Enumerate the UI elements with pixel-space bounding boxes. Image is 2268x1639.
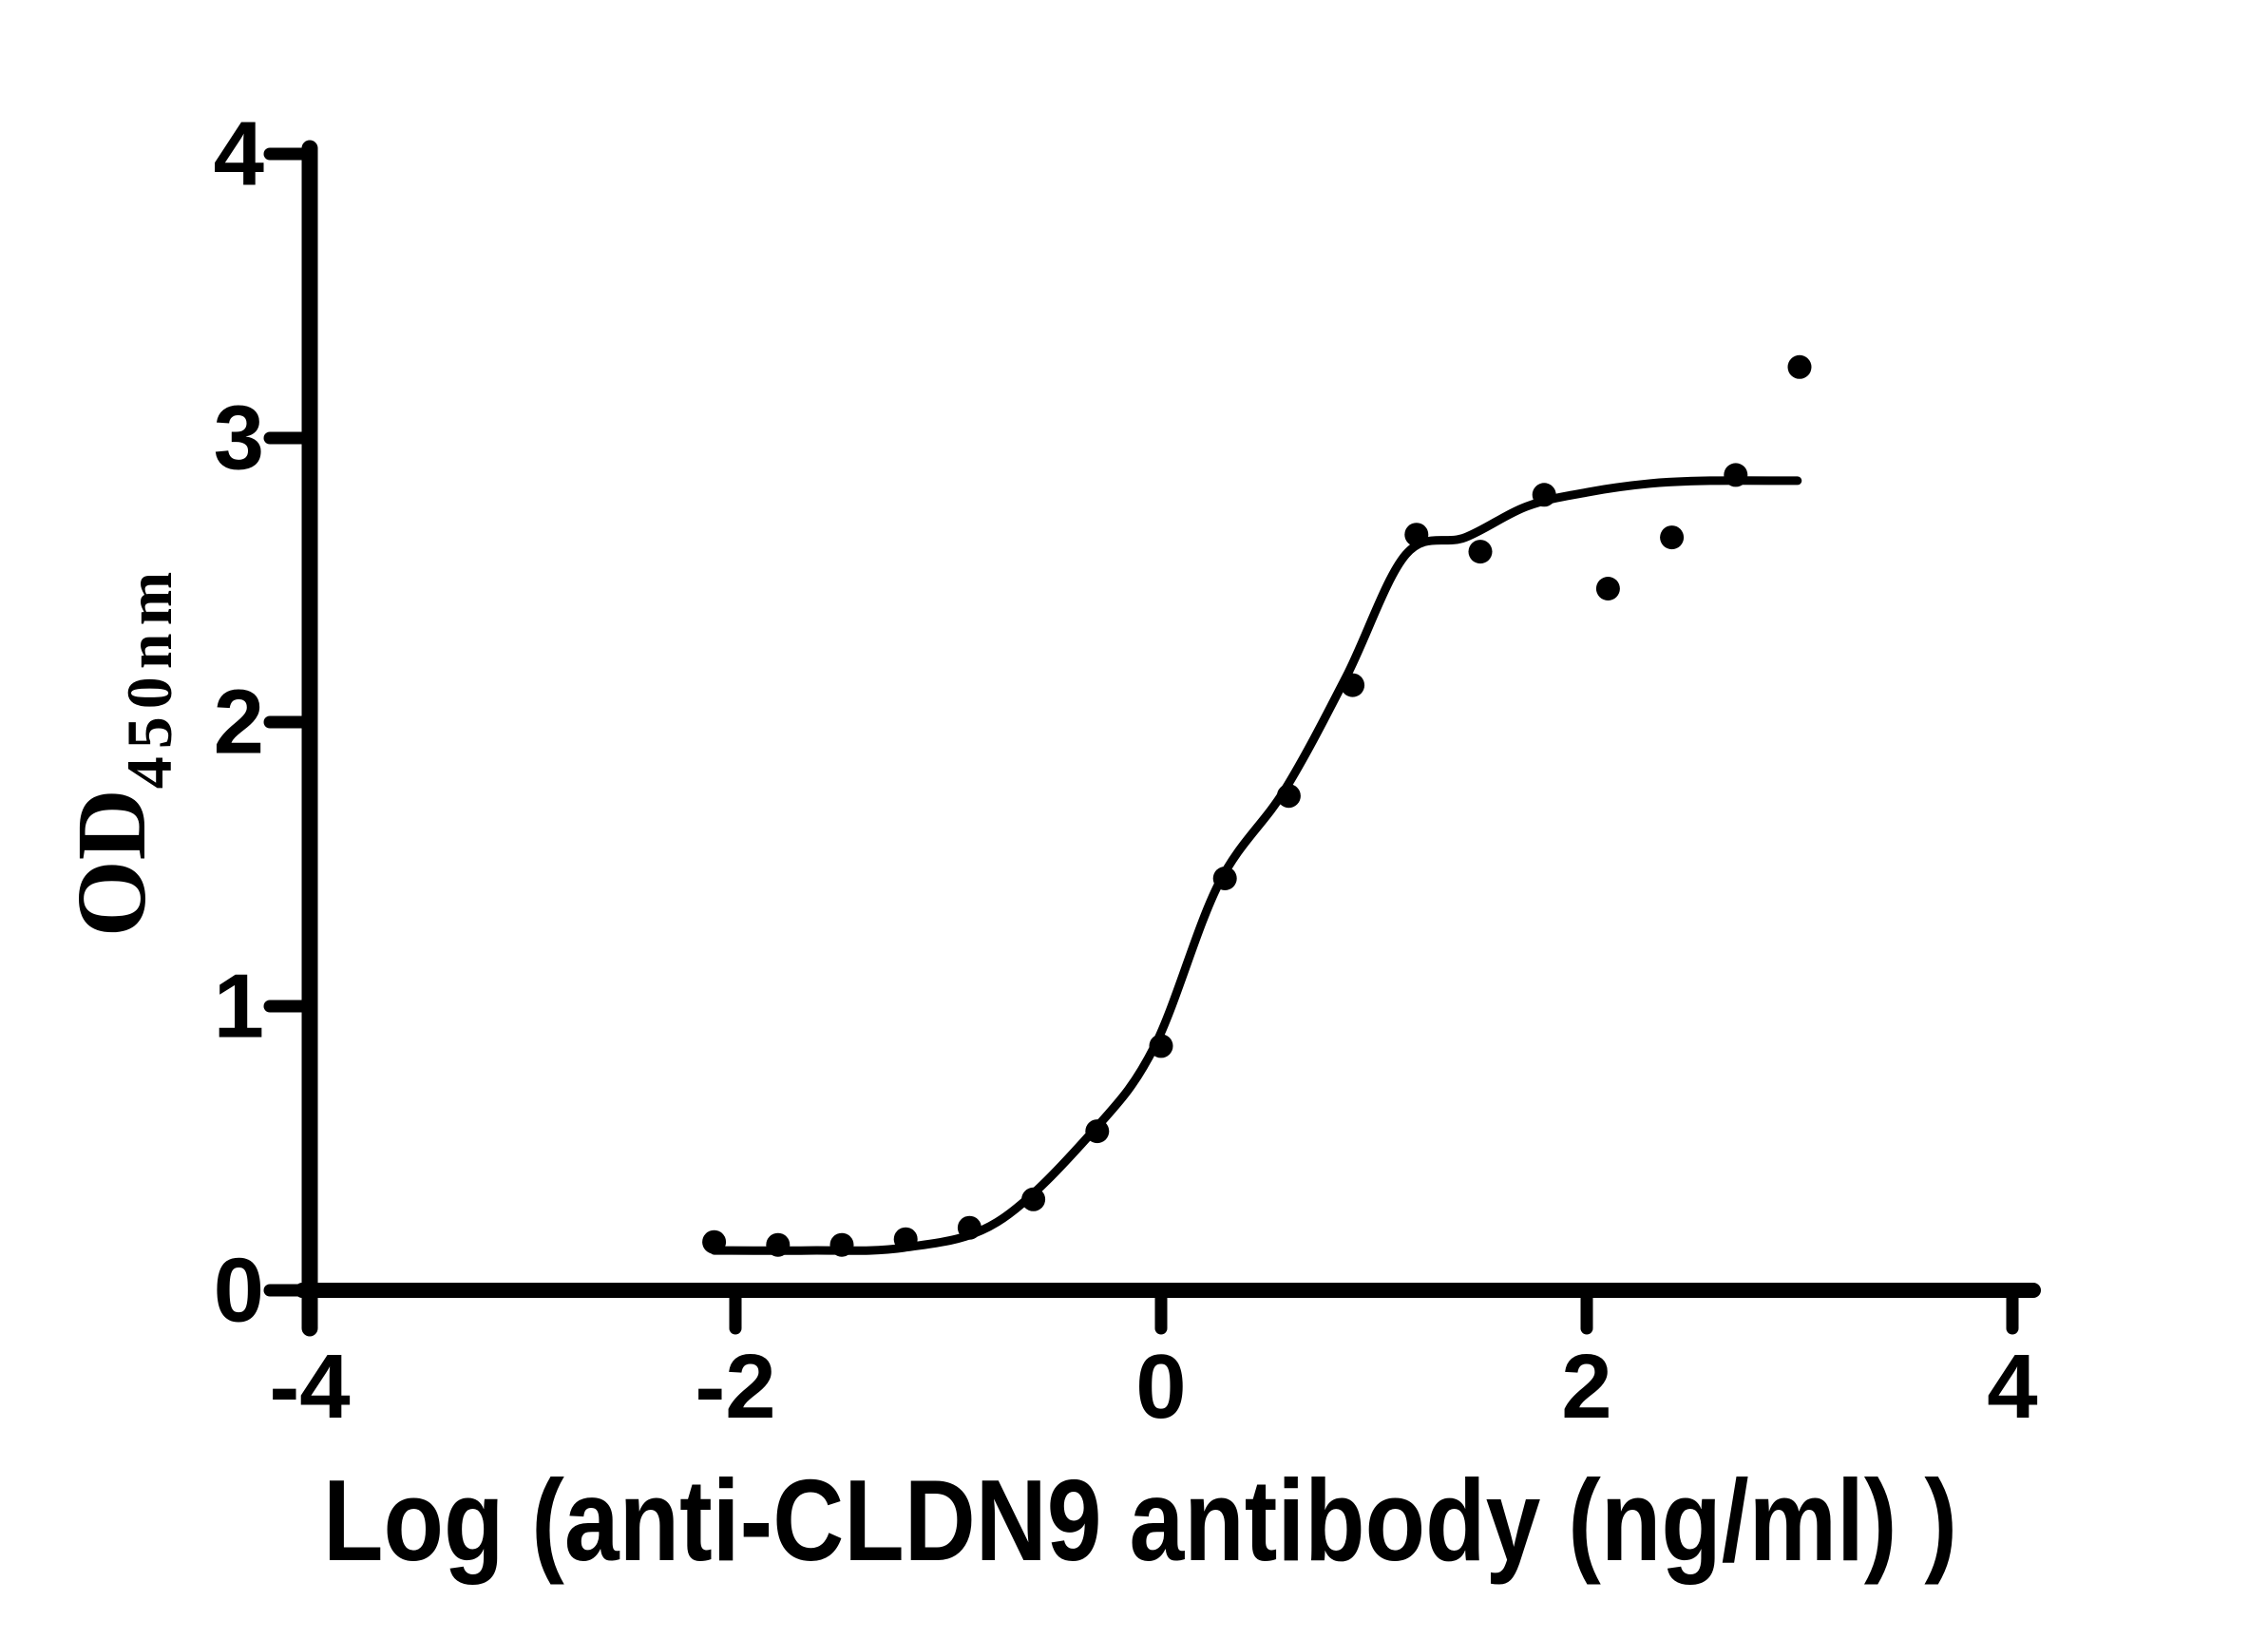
data-point (1595, 577, 1620, 600)
x-axis-tick-label: 0 (1135, 1336, 1186, 1438)
y-axis-tick-label: 1 (214, 956, 264, 1058)
data-point (893, 1227, 918, 1251)
data-point (1341, 673, 1365, 697)
data-point (1404, 523, 1429, 547)
y-axis-tick-label: 4 (214, 104, 264, 205)
data-point (1660, 525, 1685, 550)
y-axis-title-main: OD (57, 789, 166, 937)
x-axis-tick-label: -4 (269, 1336, 350, 1438)
data-point (766, 1232, 791, 1257)
data-point (1787, 354, 1812, 379)
data-point (829, 1232, 854, 1257)
x-axis-tick-label: -2 (695, 1336, 775, 1438)
data-point (1212, 867, 1237, 890)
data-point (1149, 1034, 1173, 1058)
data-point (1085, 1119, 1110, 1144)
x-axis-title: Log (anti-CLDN9 antibody (ng/ml) ) (323, 1456, 1957, 1585)
data-point (1468, 540, 1493, 564)
y-axis-tick-label: 3 (214, 388, 264, 489)
data-point (1532, 483, 1556, 507)
y-axis-title: OD450nm (57, 564, 185, 937)
data-point (957, 1215, 982, 1240)
data-point (1724, 463, 1748, 487)
y-axis-title-subscript: 450nm (113, 564, 185, 789)
y-axis-tick-label: 2 (214, 672, 264, 773)
data-point (1276, 784, 1301, 809)
data-point (702, 1229, 727, 1254)
y-axis-tick-label: 0 (214, 1240, 264, 1342)
x-axis-tick-label: 2 (1561, 1336, 1611, 1438)
x-axis-tick-label: 4 (1987, 1336, 2037, 1438)
data-point (1021, 1187, 1046, 1211)
